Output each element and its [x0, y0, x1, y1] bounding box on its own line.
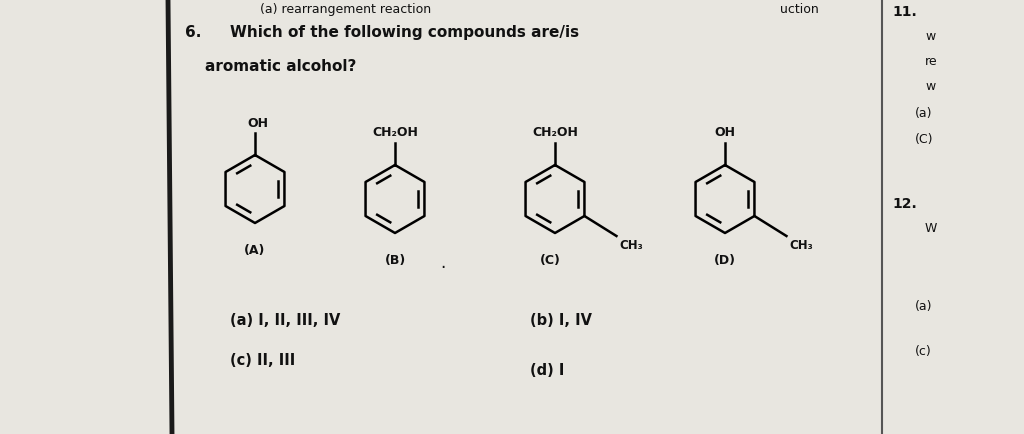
Text: (a) I, II, III, IV: (a) I, II, III, IV — [230, 312, 340, 327]
Text: (a): (a) — [915, 299, 933, 312]
Text: (C): (C) — [915, 133, 934, 146]
Text: 11.: 11. — [892, 5, 916, 19]
Text: (a) rearrangement reaction: (a) rearrangement reaction — [260, 3, 431, 16]
Text: CH₂OH: CH₂OH — [372, 126, 418, 139]
Text: (c) II, III: (c) II, III — [230, 352, 295, 367]
Text: .: . — [440, 253, 445, 271]
Text: (A): (A) — [245, 243, 265, 256]
Text: (C): (C) — [540, 253, 560, 266]
Text: Which of the following compounds are/is: Which of the following compounds are/is — [230, 25, 580, 40]
Text: w: w — [925, 30, 935, 43]
Text: (d) I: (d) I — [530, 362, 564, 377]
Text: CH₃: CH₃ — [620, 238, 643, 251]
Text: CH₂OH: CH₂OH — [532, 126, 578, 139]
Text: (B): (B) — [384, 253, 406, 266]
Text: re: re — [925, 55, 938, 68]
Text: (b) I, IV: (b) I, IV — [530, 312, 592, 327]
Text: w: w — [925, 80, 935, 93]
Text: 12.: 12. — [892, 197, 916, 210]
Text: OH: OH — [247, 117, 268, 130]
Text: uction: uction — [780, 3, 819, 16]
Text: OH: OH — [715, 126, 735, 139]
Text: (a): (a) — [915, 107, 933, 120]
Text: (D): (D) — [714, 253, 736, 266]
Text: W: W — [925, 221, 937, 234]
Text: CH₃: CH₃ — [790, 238, 813, 251]
Text: (c): (c) — [915, 344, 932, 357]
Text: aromatic alcohol?: aromatic alcohol? — [205, 59, 356, 74]
Text: 6.: 6. — [185, 25, 202, 40]
